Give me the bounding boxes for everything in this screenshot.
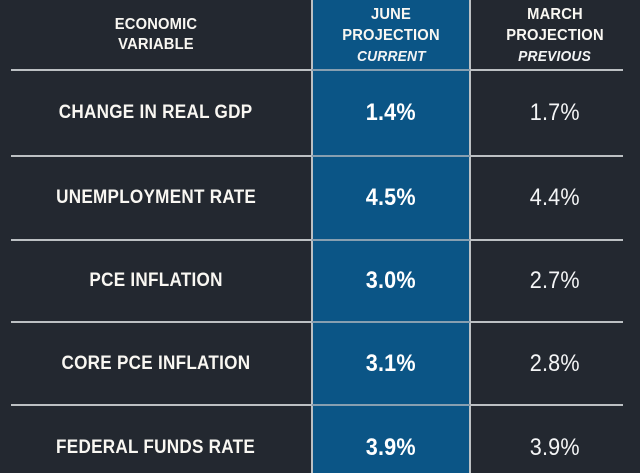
header-economic-variable: ECONOMIC VARIABLE — [0, 0, 312, 70]
variable-label: CORE PCE INFLATION — [61, 352, 251, 374]
header-march-projection: MARCH PROJECTION PREVIOUS — [470, 0, 640, 70]
header-subtitle-previous: PREVIOUS — [518, 47, 592, 65]
header-title: ECONOMIC VARIABLE — [114, 15, 198, 53]
row-separator — [11, 321, 623, 323]
current-value-cell: 1.4% — [312, 70, 470, 156]
previous-value: 4.4% — [530, 184, 580, 211]
variable-cell: CHANGE IN REAL GDP — [0, 70, 312, 156]
previous-value-cell: 4.4% — [470, 156, 640, 240]
variable-label: PCE INFLATION — [89, 270, 223, 291]
previous-value-cell: 1.7% — [470, 70, 640, 156]
variable-cell: UNEMPLOYMENT RATE — [0, 156, 312, 240]
current-value: 3.9% — [366, 433, 416, 461]
row-separator — [11, 404, 623, 406]
header-title: JUNE PROJECTION — [342, 6, 440, 44]
previous-value-cell: 2.7% — [470, 240, 640, 322]
variable-cell: PCE INFLATION — [0, 240, 312, 322]
header-separator — [11, 69, 623, 71]
previous-value: 1.7% — [530, 99, 580, 126]
row-separator — [11, 155, 623, 157]
previous-value: 3.9% — [530, 433, 580, 461]
previous-value: 2.8% — [530, 349, 580, 377]
variable-label: FEDERAL FUNDS RATE — [56, 436, 256, 458]
previous-value: 2.7% — [530, 267, 580, 294]
current-value: 3.0% — [366, 267, 416, 294]
variable-label: UNEMPLOYMENT RATE — [56, 187, 256, 208]
header-title: MARCH PROJECTION — [506, 6, 604, 44]
previous-value-cell: 3.9% — [470, 405, 640, 473]
current-value: 3.1% — [366, 349, 416, 377]
current-value-cell: 3.1% — [312, 322, 470, 405]
current-value-cell: 4.5% — [312, 156, 470, 240]
current-value-cell: 3.9% — [312, 405, 470, 473]
previous-value-cell: 2.8% — [470, 322, 640, 405]
variable-cell: CORE PCE INFLATION — [0, 322, 312, 405]
header-subtitle-current: CURRENT — [356, 47, 426, 65]
current-value: 4.5% — [366, 184, 416, 211]
current-value-cell: 3.0% — [312, 240, 470, 322]
variable-cell: FEDERAL FUNDS RATE — [0, 405, 312, 473]
variable-label: CHANGE IN REAL GDP — [59, 102, 253, 123]
row-separator — [11, 239, 623, 241]
current-value: 1.4% — [366, 99, 416, 126]
current-column-highlight — [311, 0, 471, 473]
header-june-projection: JUNE PROJECTION CURRENT — [312, 0, 470, 70]
